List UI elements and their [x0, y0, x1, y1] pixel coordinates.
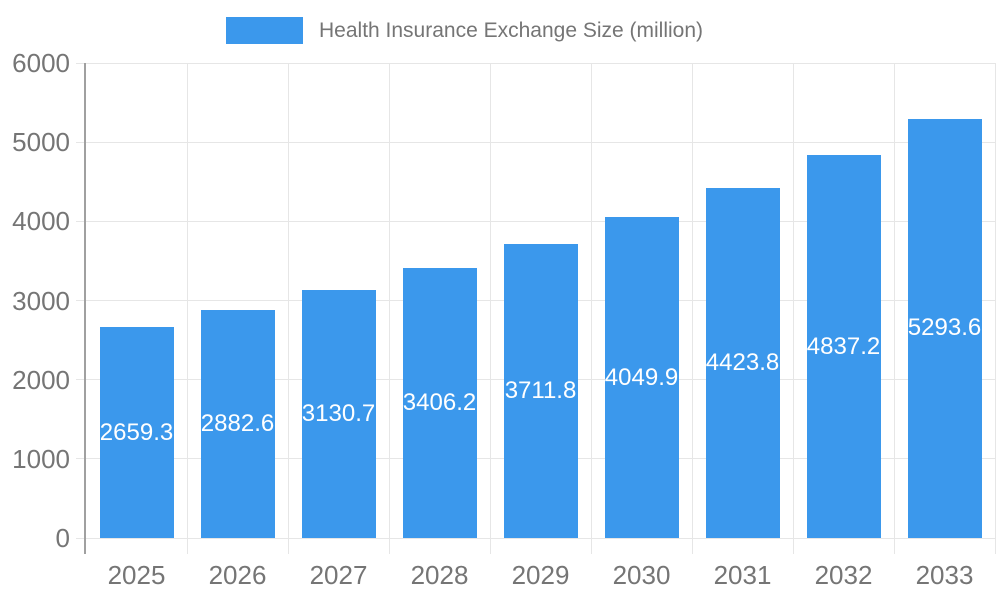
bar: 4049.9 — [604, 217, 679, 538]
bar-value-label: 3406.2 — [402, 389, 477, 417]
h-gridline — [76, 62, 995, 64]
x-axis-tick-label: 2028 — [410, 560, 469, 590]
legend-swatch — [226, 17, 303, 44]
legend[interactable]: Health Insurance Exchange Size (million) — [226, 17, 703, 44]
x-axis-tick — [691, 538, 693, 554]
h-gridline — [76, 537, 995, 539]
x-axis-tick-label: 2031 — [713, 560, 772, 590]
x-axis-tick-label: 2033 — [915, 560, 974, 590]
x-axis-tick — [388, 538, 390, 554]
v-gridline — [186, 63, 188, 538]
bar: 3711.8 — [503, 244, 578, 538]
v-gridline — [287, 63, 289, 538]
x-axis-tick — [186, 538, 188, 554]
y-axis-line — [84, 63, 86, 554]
bar: 2882.6 — [200, 309, 275, 538]
x-axis-tick-label: 2025 — [107, 560, 166, 590]
bar-value-label: 2882.6 — [200, 409, 275, 437]
y-axis-tick-label: 0 — [55, 523, 70, 553]
y-axis-tick-label: 5000 — [12, 127, 70, 158]
x-axis-tick — [994, 538, 996, 554]
bar-value-label: 4423.8 — [705, 348, 780, 376]
h-gridline — [76, 141, 995, 143]
bar: 3130.7 — [301, 290, 376, 538]
y-axis-tick-label: 2000 — [12, 364, 70, 395]
bar-value-label: 4049.9 — [604, 363, 679, 391]
bar: 5293.6 — [907, 118, 982, 538]
bar-value-label: 3130.7 — [301, 400, 376, 428]
x-axis-tick-label: 2026 — [208, 560, 267, 590]
h-gridline — [76, 220, 995, 222]
x-axis-tick — [287, 538, 289, 554]
x-axis-tick-label: 2027 — [309, 560, 368, 590]
y-axis-tick-label: 1000 — [12, 443, 70, 474]
v-gridline — [893, 63, 895, 538]
bar: 4423.8 — [705, 187, 780, 538]
x-axis-tick-label: 2029 — [511, 560, 570, 590]
y-axis-tick-label: 4000 — [12, 206, 70, 237]
bar-value-label: 5293.6 — [907, 314, 982, 342]
plot-area: 2659.3 2882.6 3130.7 3406.2 3711.8 4049.9 4423… — [76, 62, 996, 554]
y-axis-tick-label: 6000 — [12, 48, 70, 78]
bar: 2659.3 — [99, 327, 174, 538]
legend-label: Health Insurance Exchange Size (million) — [319, 19, 704, 42]
x-axis-tick — [590, 538, 592, 554]
v-gridline — [489, 63, 491, 538]
v-gridline — [994, 63, 996, 538]
x-axis-tick-label: 2032 — [814, 560, 873, 590]
bar-value-label: 4837.2 — [806, 332, 881, 360]
x-axis-tick — [792, 538, 794, 554]
v-gridline — [388, 63, 390, 538]
bar: 3406.2 — [402, 268, 477, 538]
v-gridline — [590, 63, 592, 538]
v-gridline — [792, 63, 794, 538]
x-axis-tick — [489, 538, 491, 554]
bar: 4837.2 — [806, 155, 881, 538]
v-gridline — [691, 63, 693, 538]
y-axis-tick-label: 3000 — [12, 285, 70, 316]
x-axis-tick — [893, 538, 895, 554]
bar-value-label: 2659.3 — [99, 418, 174, 446]
bar-value-label: 3711.8 — [504, 377, 577, 405]
x-axis-tick-label: 2030 — [612, 560, 671, 590]
